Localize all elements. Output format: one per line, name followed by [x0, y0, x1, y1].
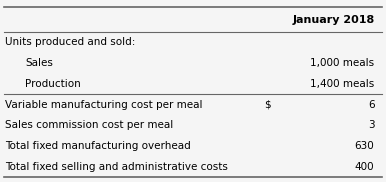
- Text: 1,400 meals: 1,400 meals: [310, 79, 374, 89]
- Text: 6: 6: [368, 100, 374, 110]
- Text: Units produced and sold:: Units produced and sold:: [5, 37, 135, 47]
- Text: $: $: [264, 100, 271, 110]
- Text: January 2018: January 2018: [292, 15, 374, 25]
- Text: Total fixed selling and administrative costs: Total fixed selling and administrative c…: [5, 162, 227, 172]
- Text: 1,000 meals: 1,000 meals: [310, 58, 374, 68]
- Text: 400: 400: [355, 162, 374, 172]
- Text: 3: 3: [368, 120, 374, 130]
- Text: Sales commission cost per meal: Sales commission cost per meal: [5, 120, 173, 130]
- Text: Total fixed manufacturing overhead: Total fixed manufacturing overhead: [5, 141, 190, 151]
- Text: Production: Production: [25, 79, 81, 89]
- Text: Variable manufacturing cost per meal: Variable manufacturing cost per meal: [5, 100, 202, 110]
- Text: Sales: Sales: [25, 58, 53, 68]
- Text: 630: 630: [355, 141, 374, 151]
